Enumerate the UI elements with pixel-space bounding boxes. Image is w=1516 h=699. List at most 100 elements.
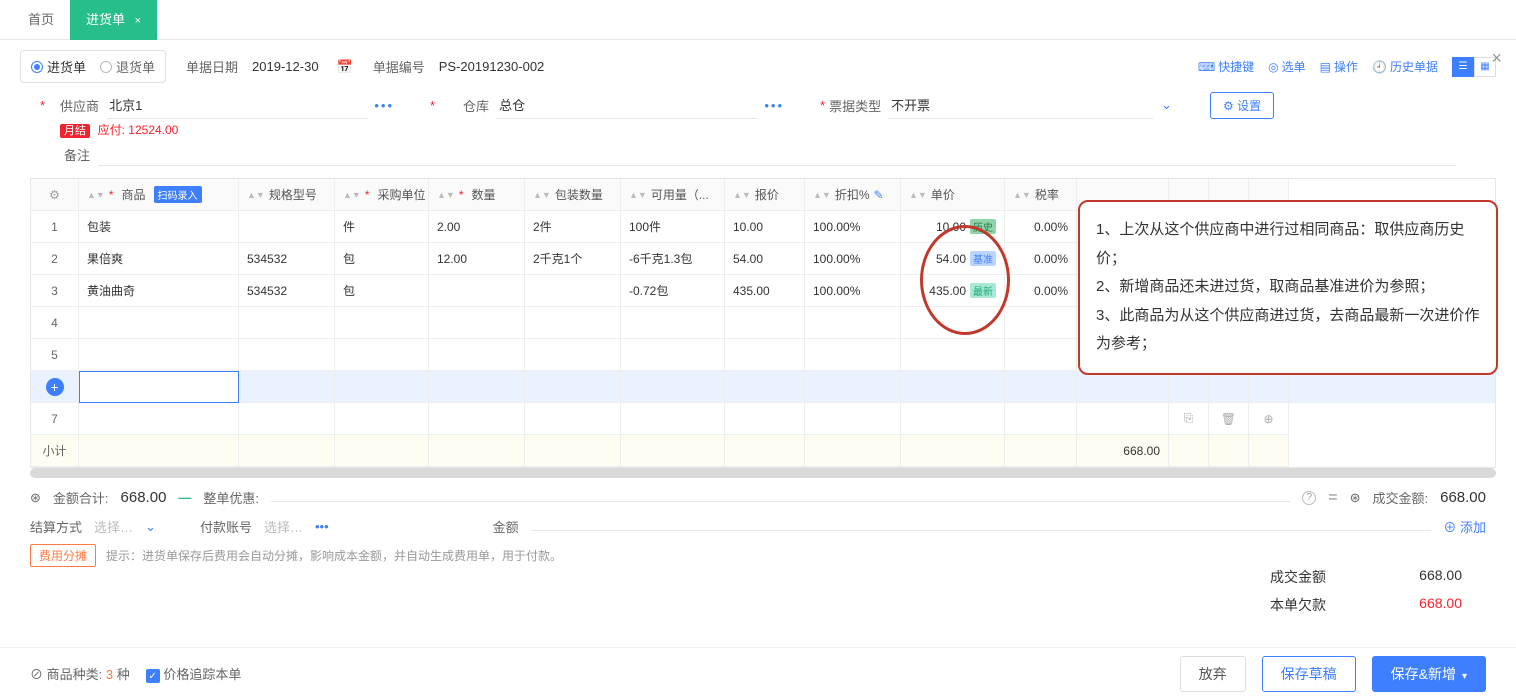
col-pack[interactable]: ▲▼包装数量	[525, 179, 621, 211]
action-shortcut[interactable]: ⌨ 快捷键	[1198, 58, 1254, 75]
settings-button[interactable]: ⚙ 设置	[1210, 92, 1274, 119]
cell-discount[interactable]: 100.00%	[805, 211, 901, 243]
cell-price[interactable]: 10.00历史	[901, 211, 1005, 243]
cell-qty[interactable]: 12.00	[429, 243, 525, 275]
cell-qty[interactable]	[429, 307, 525, 339]
cell-quote[interactable]: 435.00	[725, 275, 805, 307]
cell-pack[interactable]: 2千克1个	[525, 243, 621, 275]
col-quote[interactable]: ▲▼报价	[725, 179, 805, 211]
cell-pack[interactable]	[525, 339, 621, 371]
cell-unit[interactable]	[335, 339, 429, 371]
supplier-input[interactable]: 北京1	[107, 91, 368, 119]
cell-pack[interactable]	[525, 275, 621, 307]
settle-method-select[interactable]: 选择…	[94, 517, 133, 536]
remark-input[interactable]	[98, 142, 1456, 166]
col-product[interactable]: ▲▼*商品扫码录入	[79, 179, 239, 211]
warehouse-more-icon[interactable]: •••	[758, 98, 790, 113]
cell-product[interactable]: 果倍爽	[79, 243, 239, 275]
cancel-button[interactable]: 放弃	[1180, 656, 1246, 692]
cell-price[interactable]: 54.00基准	[901, 243, 1005, 275]
tab-purchase[interactable]: 进货单 ×	[70, 0, 157, 40]
col-qty[interactable]: ▲▼*数量	[429, 179, 525, 211]
chevron-down-icon[interactable]: ⌄	[145, 519, 156, 535]
col-unit[interactable]: ▲▼*采购单位	[335, 179, 429, 211]
cell-unit[interactable]: 包	[335, 275, 429, 307]
row-add-icon[interactable]: ⊕	[1249, 403, 1289, 435]
cell-product[interactable]: 黄油曲奇	[79, 275, 239, 307]
col-tax[interactable]: ▲▼税率	[1005, 179, 1077, 211]
cell-tax[interactable]: 0.00%	[1005, 275, 1077, 307]
cell-quote[interactable]: 54.00	[725, 243, 805, 275]
cell-avail[interactable]: -6千克1.3包	[621, 243, 725, 275]
cell-product[interactable]	[79, 307, 239, 339]
horizontal-scrollbar[interactable]	[30, 468, 1496, 478]
cell-pack[interactable]	[525, 307, 621, 339]
cell-quote[interactable]: 10.00	[725, 211, 805, 243]
cell-discount[interactable]: 100.00%	[805, 275, 901, 307]
cell-quote[interactable]	[725, 307, 805, 339]
scan-input-button[interactable]: 扫码录入	[154, 186, 202, 203]
action-operations[interactable]: ▤ 操作	[1320, 58, 1358, 75]
cell-qty[interactable]	[429, 275, 525, 307]
save-draft-button[interactable]: 保存草稿	[1262, 656, 1356, 692]
warehouse-input[interactable]: 总仓	[497, 91, 758, 119]
cell-avail[interactable]	[621, 339, 725, 371]
cell-unit[interactable]	[335, 307, 429, 339]
calendar-icon[interactable]: 📅	[337, 59, 353, 75]
cell-price[interactable]	[901, 339, 1005, 371]
cell-quote[interactable]	[725, 339, 805, 371]
help-icon[interactable]: ?	[1302, 491, 1316, 505]
cell-discount[interactable]: 100.00%	[805, 243, 901, 275]
cell-product[interactable]	[79, 339, 239, 371]
cell-price[interactable]	[901, 307, 1005, 339]
cell-product[interactable]: 包装	[79, 211, 239, 243]
fee-allocation-button[interactable]: 费用分摊	[30, 544, 96, 567]
cell-spec[interactable]: 534532	[239, 243, 335, 275]
cell-qty[interactable]: 2.00	[429, 211, 525, 243]
cell-avail[interactable]: -0.72包	[621, 275, 725, 307]
more-icon[interactable]: •••	[315, 519, 329, 534]
cell-spec[interactable]	[239, 307, 335, 339]
col-avail[interactable]: ▲▼可用量（...	[621, 179, 725, 211]
col-price[interactable]: ▲▼单价	[901, 179, 1005, 211]
cell-discount[interactable]	[805, 307, 901, 339]
col-spec[interactable]: ▲▼规格型号	[239, 179, 335, 211]
column-settings-icon[interactable]: ⚙	[31, 179, 79, 211]
row-delete-icon[interactable]: 🗑	[1209, 403, 1249, 435]
cell-spec[interactable]	[239, 339, 335, 371]
action-history[interactable]: 🕘 历史单据	[1372, 58, 1438, 75]
product-input-active[interactable]	[79, 371, 239, 403]
add-row-button[interactable]: +	[31, 371, 79, 403]
cell-discount[interactable]	[805, 339, 901, 371]
cell-spec[interactable]	[239, 211, 335, 243]
date-value[interactable]: 2019-12-30	[252, 59, 319, 74]
row-copy-icon[interactable]: ⎘	[1169, 403, 1209, 435]
cell-unit[interactable]: 包	[335, 243, 429, 275]
supplier-more-icon[interactable]: •••	[368, 98, 400, 113]
cell-tax[interactable]	[1005, 339, 1077, 371]
tab-home[interactable]: 首页	[12, 0, 70, 40]
add-payment-button[interactable]: ⊕ 添加	[1443, 517, 1486, 536]
cell-price[interactable]: 435.00最新	[901, 275, 1005, 307]
view-list-icon[interactable]: ☰	[1452, 57, 1474, 77]
discount-input[interactable]	[271, 493, 1290, 502]
cell-unit[interactable]: 件	[335, 211, 429, 243]
price-track-checkbox[interactable]: ✓ 价格追踪本单	[146, 664, 242, 684]
radio-return[interactable]: 退货单	[100, 57, 155, 76]
radio-purchase[interactable]: 进货单	[31, 57, 86, 76]
amount-input[interactable]	[531, 522, 1432, 531]
cell-qty[interactable]	[429, 339, 525, 371]
cell-tax[interactable]: 0.00%	[1005, 211, 1077, 243]
cell-tax[interactable]: 0.00%	[1005, 243, 1077, 275]
cell-tax[interactable]	[1005, 307, 1077, 339]
save-new-button[interactable]: 保存&新增▾	[1372, 656, 1486, 692]
cell-avail[interactable]	[621, 307, 725, 339]
cell-avail[interactable]: 100件	[621, 211, 725, 243]
cell-spec[interactable]: 534532	[239, 275, 335, 307]
invoice-chevron-icon[interactable]: ⌄	[1153, 97, 1180, 113]
pay-account-select[interactable]: 选择…	[264, 517, 303, 536]
action-select-doc[interactable]: ◎ 选单	[1268, 58, 1306, 75]
col-discount[interactable]: ▲▼折扣% ✎	[805, 179, 901, 211]
cell-pack[interactable]: 2件	[525, 211, 621, 243]
tab-close-icon[interactable]: ×	[135, 15, 141, 27]
